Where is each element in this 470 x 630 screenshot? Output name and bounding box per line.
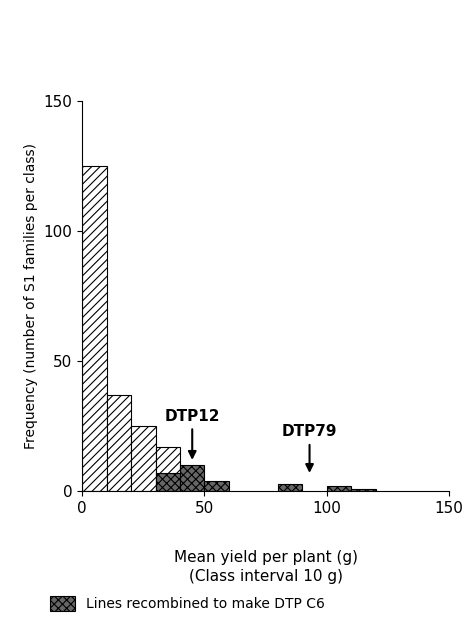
Legend: Lines recombined to make DTP C6: Lines recombined to make DTP C6 [45,591,330,617]
Bar [156,447,180,491]
Y-axis label: Frequency (number of S1 families per class): Frequency (number of S1 families per cla… [24,143,38,449]
Bar [204,481,229,491]
Text: DTP79: DTP79 [282,425,337,471]
Bar [278,484,302,491]
Bar [327,486,351,491]
Bar [131,427,156,491]
Text: Mean yield per plant (g): Mean yield per plant (g) [173,550,358,565]
Text: (Class interval 10 g): (Class interval 10 g) [188,569,343,584]
Bar [107,395,131,491]
Bar [82,166,107,491]
Bar [180,466,204,491]
Bar [156,473,180,491]
Bar [351,489,376,491]
Text: DTP12: DTP12 [164,409,220,457]
